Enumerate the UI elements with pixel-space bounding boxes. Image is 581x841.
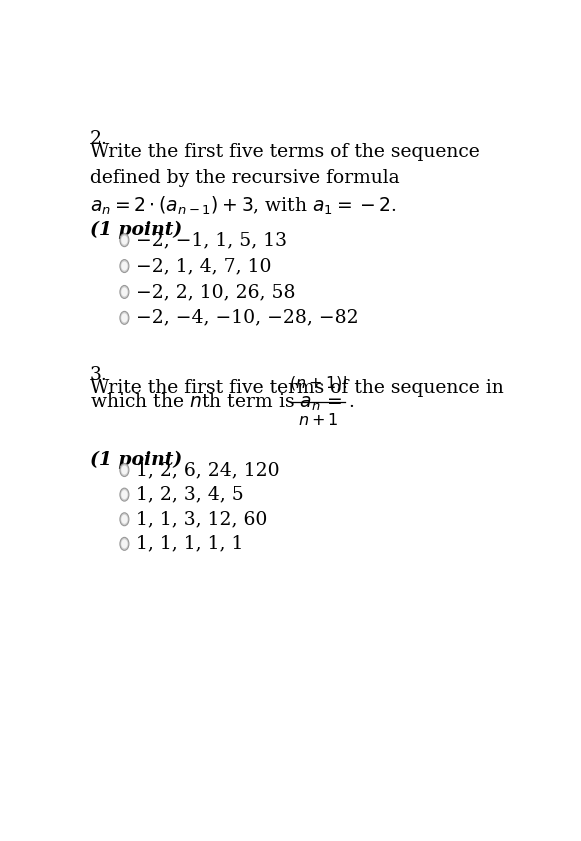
Circle shape xyxy=(120,537,129,550)
Text: $n+1$: $n+1$ xyxy=(297,412,338,429)
Circle shape xyxy=(121,539,128,548)
Circle shape xyxy=(121,288,128,297)
Text: 3.: 3. xyxy=(89,367,107,384)
Text: 1, 1, 1, 1, 1: 1, 1, 1, 1, 1 xyxy=(136,535,243,553)
Text: −2, 1, 4, 7, 10: −2, 1, 4, 7, 10 xyxy=(136,257,271,275)
Circle shape xyxy=(120,311,129,325)
Text: −2, 2, 10, 26, 58: −2, 2, 10, 26, 58 xyxy=(136,283,295,301)
Circle shape xyxy=(121,262,128,271)
Text: 1, 2, 6, 24, 120: 1, 2, 6, 24, 120 xyxy=(136,461,279,479)
Circle shape xyxy=(121,515,128,524)
Circle shape xyxy=(121,466,128,474)
Text: .: . xyxy=(349,393,354,411)
Text: 1, 1, 3, 12, 60: 1, 1, 3, 12, 60 xyxy=(136,510,267,528)
Text: −2, −4, −10, −28, −82: −2, −4, −10, −28, −82 xyxy=(136,309,358,327)
Circle shape xyxy=(121,490,128,500)
Text: 1, 2, 3, 4, 5: 1, 2, 3, 4, 5 xyxy=(136,485,243,504)
Text: Write the first five terms of the sequence in: Write the first five terms of the sequen… xyxy=(89,379,504,398)
Text: $a_n = 2\cdot\left(a_{n-1}\right)+3$, with $a_1 = -2$.: $a_n = 2\cdot\left(a_{n-1}\right)+3$, wi… xyxy=(89,195,397,217)
Text: defined by the recursive formula: defined by the recursive formula xyxy=(89,169,399,187)
Text: −2, −1, 1, 5, 13: −2, −1, 1, 5, 13 xyxy=(136,231,286,249)
Circle shape xyxy=(120,513,129,526)
Circle shape xyxy=(120,463,129,477)
Text: 2.: 2. xyxy=(89,130,107,148)
Text: Write the first five terms of the sequence: Write the first five terms of the sequen… xyxy=(89,143,479,161)
Circle shape xyxy=(121,235,128,245)
Text: which the $n$th term is $a_n\,=$: which the $n$th term is $a_n\,=$ xyxy=(89,391,342,413)
Text: $(n+1)!$: $(n+1)!$ xyxy=(289,373,347,392)
Circle shape xyxy=(120,488,129,501)
Circle shape xyxy=(120,234,129,246)
Circle shape xyxy=(120,260,129,272)
Text: (1 point): (1 point) xyxy=(89,220,182,239)
Circle shape xyxy=(120,285,129,299)
Circle shape xyxy=(121,314,128,322)
Text: (1 point): (1 point) xyxy=(89,451,182,469)
